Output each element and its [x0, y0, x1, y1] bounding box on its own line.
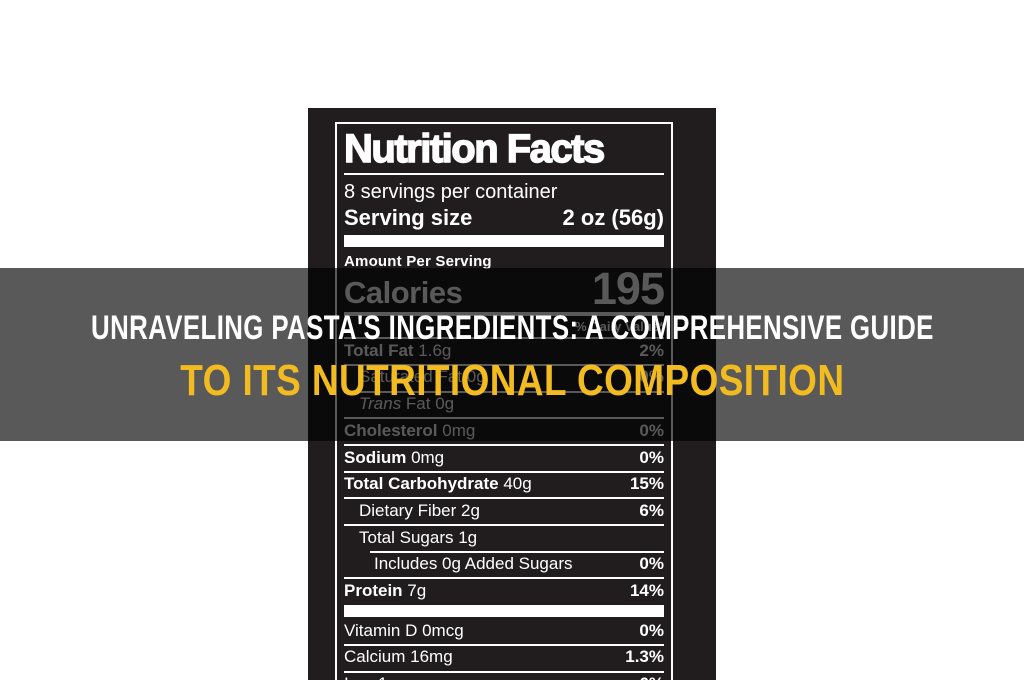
dv-value: 1.3% — [625, 647, 664, 667]
dv-value: 6% — [639, 674, 664, 680]
serving-size-value: 2 oz (56g) — [562, 205, 664, 231]
nutrient-row-dietary-fiber: Dietary Fiber 2g 6% — [344, 497, 664, 524]
dv-value: 0% — [639, 447, 664, 467]
serving-size-label: Serving size — [344, 205, 473, 231]
dv-value: 0% — [639, 554, 664, 574]
serving-size-row: Serving size 2 oz (56g) — [344, 205, 664, 231]
headline-line-1: UNRAVELING PASTA'S INGREDIENTS: A COMPRE… — [90, 308, 934, 347]
nutrient-row-calcium: Calcium 16mg 1.3% — [344, 643, 664, 671]
nutrient-row-total-carbohydrate: Total Carbohydrate 40g 15% — [344, 470, 664, 498]
nutrient-row-vitamin-d: Vitamin D 0mcg 0% — [344, 620, 664, 640]
title-divider — [344, 173, 664, 176]
dv-value: 0% — [639, 620, 664, 640]
headline-line-2: TO ITS NUTRITIONAL COMPOSITION — [179, 355, 845, 405]
nutrition-facts-title: Nutrition Facts — [343, 127, 606, 172]
nutrient-row-sodium: Sodium 0mg 0% — [344, 444, 664, 471]
nutrient-row-total-sugars: Total Sugars 1g — [344, 524, 664, 551]
thick-divider-bar — [344, 235, 664, 248]
dv-value: 14% — [629, 580, 664, 600]
nutrient-row-added-sugars: Includes 0g Added Sugars 0% — [344, 550, 664, 578]
amount-per-serving-label: Amount Per Serving — [344, 253, 492, 271]
nutrient-row-iron: Iron 1mg 6% — [344, 670, 664, 680]
servings-per-container: 8 servings per container — [344, 181, 558, 204]
headline-overlay-band: UNRAVELING PASTA'S INGREDIENTS: A COMPRE… — [0, 268, 1024, 441]
thick-divider-bar — [344, 605, 664, 618]
dv-value: 15% — [629, 474, 664, 494]
dv-value: 6% — [639, 500, 664, 520]
nutrient-row-protein: Protein 7g 14% — [344, 577, 664, 604]
